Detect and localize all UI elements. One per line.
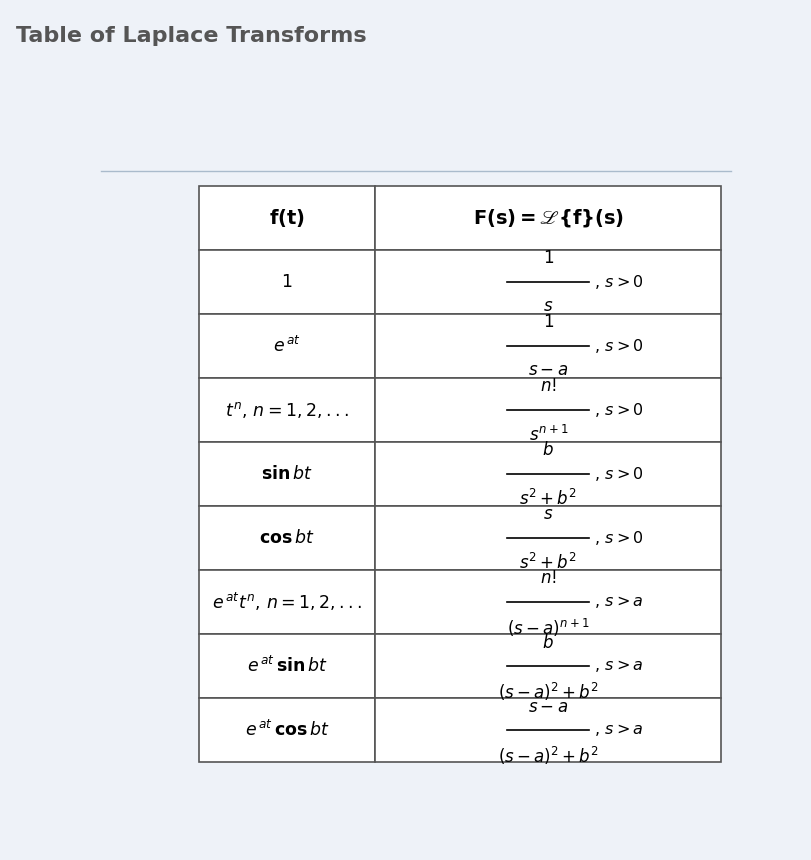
Bar xyxy=(375,378,720,442)
Bar xyxy=(199,634,375,698)
Text: $s^{n+1}$: $s^{n+1}$ xyxy=(528,425,568,445)
Text: $(s-a)^{2}+b^{2}$: $(s-a)^{2}+b^{2}$ xyxy=(497,745,598,767)
Text: $1$: $1$ xyxy=(542,313,553,331)
Bar xyxy=(375,634,720,698)
Bar xyxy=(199,570,375,634)
Text: $,\, s > a$: $,\, s > a$ xyxy=(594,658,643,674)
Text: $s^{2} + b^{2}$: $s^{2} + b^{2}$ xyxy=(519,553,577,573)
Text: $n!$: $n!$ xyxy=(539,569,556,587)
Text: $e^{\,at}$: $e^{\,at}$ xyxy=(272,336,301,356)
Text: $\mathbf{cos}\, bt$: $\mathbf{cos}\, bt$ xyxy=(259,529,315,547)
Text: Table of Laplace Transforms: Table of Laplace Transforms xyxy=(16,26,367,46)
Text: $b$: $b$ xyxy=(542,634,553,652)
Bar xyxy=(199,250,375,314)
Text: $s - a$: $s - a$ xyxy=(528,360,568,378)
Text: $e^{\,at}t^{n},\, n = 1,2,...$: $e^{\,at}t^{n},\, n = 1,2,...$ xyxy=(212,591,362,613)
Text: $,\, s > 0$: $,\, s > 0$ xyxy=(594,465,643,483)
Text: $,\, s > 0$: $,\, s > 0$ xyxy=(594,273,643,291)
Bar xyxy=(375,442,720,506)
Text: $1$: $1$ xyxy=(542,249,553,267)
Text: $s - a$: $s - a$ xyxy=(528,697,568,716)
Bar xyxy=(375,506,720,570)
Text: $(s-a)^{n+1}$: $(s-a)^{n+1}$ xyxy=(506,617,589,639)
Text: $\mathbf{F(s) = \mathscr{L}\{f\}(s)}$: $\mathbf{F(s) = \mathscr{L}\{f\}(s)}$ xyxy=(472,207,623,229)
Text: $s$: $s$ xyxy=(543,297,553,315)
Text: $,\, s > 0$: $,\, s > 0$ xyxy=(594,401,643,419)
Text: $,\, s > a$: $,\, s > a$ xyxy=(594,594,643,610)
Text: $b$: $b$ xyxy=(542,441,553,459)
Bar xyxy=(199,506,375,570)
Bar xyxy=(375,698,720,762)
Bar xyxy=(199,186,375,250)
Text: $s$: $s$ xyxy=(543,506,553,524)
Text: $,\, s > a$: $,\, s > a$ xyxy=(594,722,643,738)
Text: $t^{n},\, n = 1,2,...$: $t^{n},\, n = 1,2,...$ xyxy=(225,400,349,420)
Text: $e^{\,at}\, \mathbf{cos}\, bt$: $e^{\,at}\, \mathbf{cos}\, bt$ xyxy=(244,720,329,740)
Bar xyxy=(375,314,720,378)
Text: $\mathbf{sin}\, bt$: $\mathbf{sin}\, bt$ xyxy=(261,465,313,483)
Bar xyxy=(199,698,375,762)
Bar xyxy=(375,186,720,250)
Text: $1$: $1$ xyxy=(281,273,293,291)
Text: $e^{\,at}\, \mathbf{sin}\, bt$: $e^{\,at}\, \mathbf{sin}\, bt$ xyxy=(247,656,327,676)
Bar xyxy=(375,250,720,314)
Bar xyxy=(199,314,375,378)
Text: $,\, s > 0$: $,\, s > 0$ xyxy=(594,337,643,355)
Text: $s^{2} + b^{2}$: $s^{2} + b^{2}$ xyxy=(519,488,577,509)
Text: $n!$: $n!$ xyxy=(539,378,556,396)
Bar xyxy=(199,442,375,506)
Text: $,\, s > 0$: $,\, s > 0$ xyxy=(594,529,643,547)
Bar xyxy=(199,378,375,442)
Bar xyxy=(375,570,720,634)
Text: $\mathbf{f(t)}$: $\mathbf{f(t)}$ xyxy=(268,207,305,229)
Text: $(s-a)^{2}+b^{2}$: $(s-a)^{2}+b^{2}$ xyxy=(497,680,598,703)
